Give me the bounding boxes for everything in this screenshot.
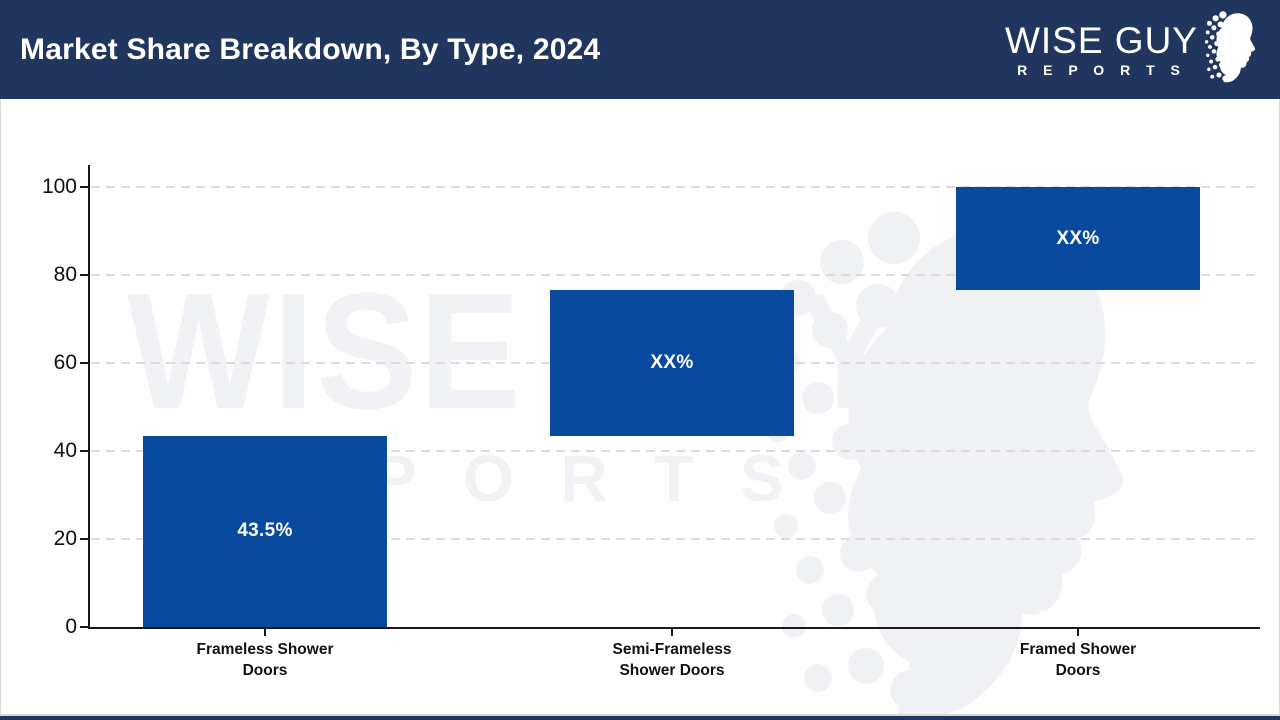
logo-wordmark: WISE GUY	[1004, 20, 1198, 61]
gridline	[91, 274, 1260, 276]
y-tick	[80, 538, 88, 540]
bar-value-label: XX%	[650, 351, 694, 373]
y-tick	[80, 626, 88, 628]
bar-value-label: 43.5%	[237, 520, 293, 542]
bar-segment: XX%	[956, 187, 1200, 291]
gridline	[91, 450, 1260, 452]
chart-title: Market Share Breakdown, By Type, 2024	[20, 32, 601, 66]
gridline	[91, 186, 1260, 188]
y-tick-label: 20	[53, 527, 77, 550]
y-tick-label: 60	[53, 351, 77, 374]
wiseguy-logo: WISE GUY R E P O R T S	[1004, 10, 1262, 89]
y-tick-label: 80	[53, 263, 77, 286]
y-tick	[80, 274, 88, 276]
y-tick-label: 100	[41, 175, 77, 198]
bar-value-label: XX%	[1056, 227, 1100, 249]
y-tick-label: 40	[53, 439, 77, 462]
x-axis-spine	[88, 627, 1260, 629]
bar-segment: XX%	[550, 290, 794, 436]
x-category-label: Framed Shower Doors	[1019, 641, 1137, 679]
chart-plot-area: WISE GUY REPORTS 43.5% XX% XX% 0 20 40 60 80 10…	[0, 99, 1280, 714]
gridline	[91, 538, 1260, 540]
y-tick-label: 0	[65, 615, 77, 638]
footer-divider	[0, 714, 1280, 716]
x-tick	[1077, 629, 1079, 636]
x-category-label: Frameless Shower Doors	[196, 641, 334, 679]
x-tick	[671, 629, 673, 636]
bar-segment: 43.5%	[143, 435, 387, 627]
x-category-label: Semi-Frameless Shower Doors	[612, 641, 732, 679]
y-tick	[80, 362, 88, 364]
header-band: Market Share Breakdown, By Type, 2024 WI…	[0, 0, 1280, 99]
logo-subtitle: R E P O R T S	[1017, 62, 1186, 78]
x-tick	[264, 629, 266, 636]
footer-band	[0, 716, 1280, 720]
y-tick	[80, 450, 88, 452]
y-axis-spine	[88, 165, 90, 629]
y-tick	[80, 186, 88, 188]
logo-head-icon	[1204, 10, 1256, 82]
